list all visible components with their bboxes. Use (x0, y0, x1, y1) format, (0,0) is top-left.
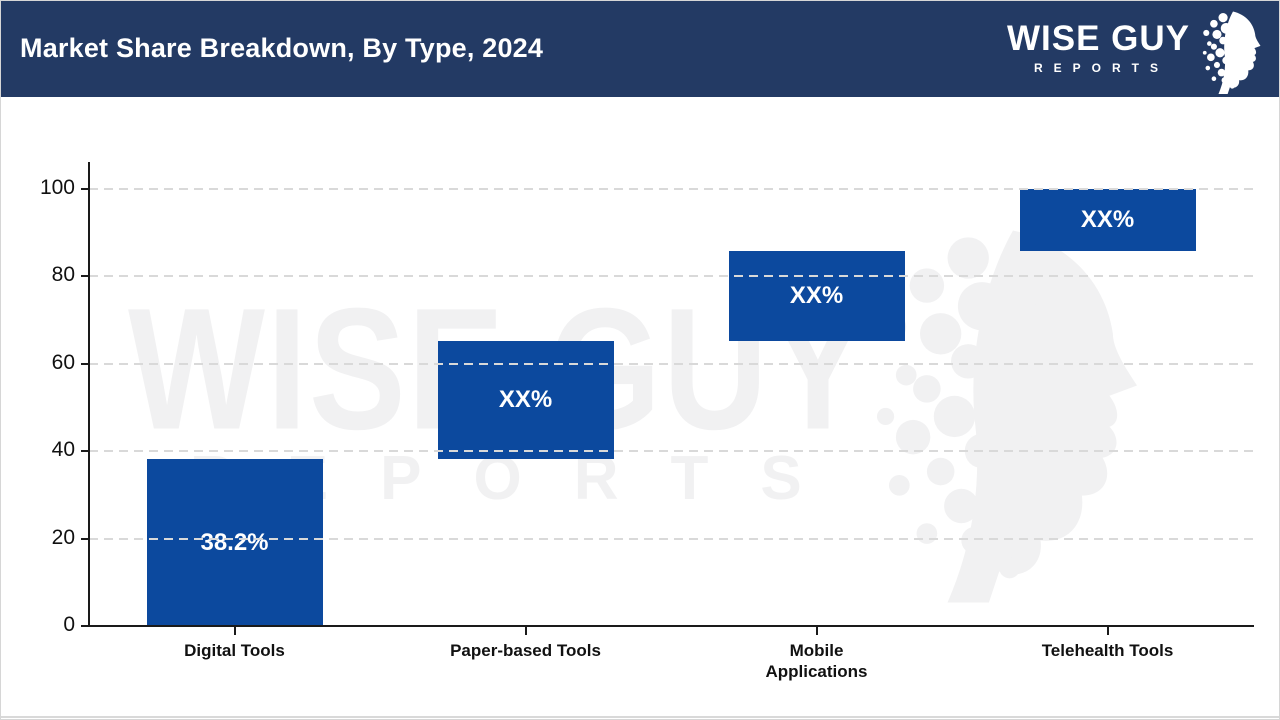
gridline-40 (89, 450, 1253, 453)
bottom-divider (0, 716, 1280, 718)
x-tick-digital-tools (233, 627, 236, 635)
gridline-20 (89, 537, 1253, 540)
y-tick-label-60: 60 (51, 350, 75, 374)
bar-digital-tools: 38.2% (146, 459, 323, 626)
bar-value-label-telehealth-tools: XX% (1080, 206, 1135, 234)
logo-reports-text: REPORTS (1033, 61, 1169, 75)
x-label-mobile-applications: Mobile Applications (765, 641, 868, 681)
y-tick-20 (81, 537, 89, 540)
bar-value-label-mobile-applications: XX% (789, 282, 844, 310)
y-tick-label-40: 40 (51, 438, 75, 462)
bar-value-label-paper-based-tools: XX% (498, 386, 553, 414)
x-label-digital-tools: Digital Tools (184, 641, 285, 660)
logo-head-icon (1202, 11, 1261, 94)
wise-guy-reports-logo: WISE GUY REPORTS (1007, 8, 1268, 94)
bar-paper-based-tools: XX% (437, 341, 614, 460)
y-axis-line (88, 162, 90, 627)
x-axis-line (88, 625, 1254, 627)
logo-text: WISE GUY REPORTS (1006, 19, 1190, 76)
bar-telehealth-tools: XX% (1019, 189, 1196, 252)
gridline-80 (89, 275, 1253, 278)
header-band: Market Share Breakdown, By Type, 2024 WI… (0, 0, 1280, 97)
y-tick-label-20: 20 (51, 525, 75, 549)
logo-wiseguy-text: WISE GUY (1006, 19, 1190, 58)
y-tick-60 (81, 362, 89, 365)
y-tick-80 (81, 275, 89, 278)
gridline-60 (89, 362, 1253, 365)
y-tick-40 (81, 450, 89, 453)
x-tick-telehealth-tools (1106, 627, 1109, 635)
x-label-paper-based-tools: Paper-based Tools (450, 641, 601, 660)
y-tick-0 (81, 625, 89, 627)
x-label-telehealth-tools: Telehealth Tools (1041, 641, 1174, 660)
bar-value-label-digital-tools: 38.2% (200, 528, 269, 556)
y-tick-label-0: 0 (63, 613, 75, 636)
x-tick-mobile-applications (815, 627, 818, 635)
y-tick-label-100: 100 (39, 176, 75, 199)
gridline-100 (89, 188, 1253, 190)
y-tick-label-80: 80 (51, 263, 75, 287)
bar-mobile-applications: XX% (728, 251, 905, 342)
x-tick-paper-based-tools (524, 627, 527, 635)
chart-title: Market Share Breakdown, By Type, 2024 (20, 33, 544, 63)
y-tick-100 (81, 188, 89, 190)
